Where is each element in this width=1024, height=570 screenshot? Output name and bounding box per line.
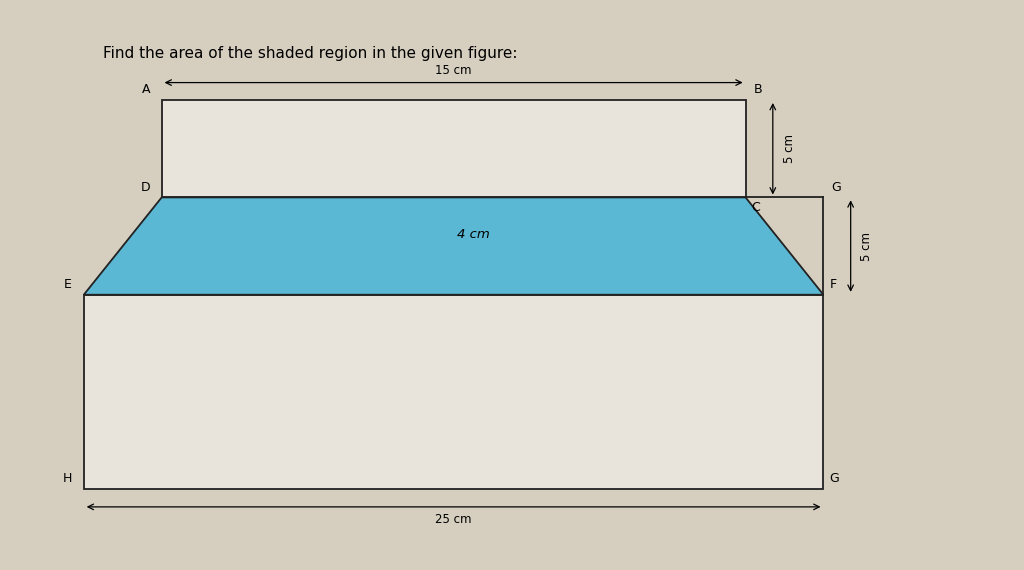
- Text: C: C: [752, 201, 760, 214]
- Text: G: G: [831, 181, 841, 194]
- Text: D: D: [140, 181, 150, 194]
- Text: A: A: [141, 83, 150, 96]
- Text: G: G: [829, 473, 839, 486]
- Text: H: H: [62, 473, 72, 486]
- Text: F: F: [829, 278, 837, 291]
- Polygon shape: [84, 295, 823, 490]
- Text: B: B: [754, 83, 762, 96]
- Text: Find the area of the shaded region in the given figure:: Find the area of the shaded region in th…: [103, 46, 518, 60]
- Text: 15 cm: 15 cm: [435, 64, 472, 77]
- Text: 5 cm: 5 cm: [860, 231, 873, 260]
- Polygon shape: [162, 100, 745, 197]
- Text: 4 cm: 4 cm: [457, 228, 489, 241]
- Text: E: E: [65, 278, 72, 291]
- Text: 25 cm: 25 cm: [435, 513, 472, 526]
- Text: 5 cm: 5 cm: [782, 135, 796, 163]
- Polygon shape: [84, 197, 823, 295]
